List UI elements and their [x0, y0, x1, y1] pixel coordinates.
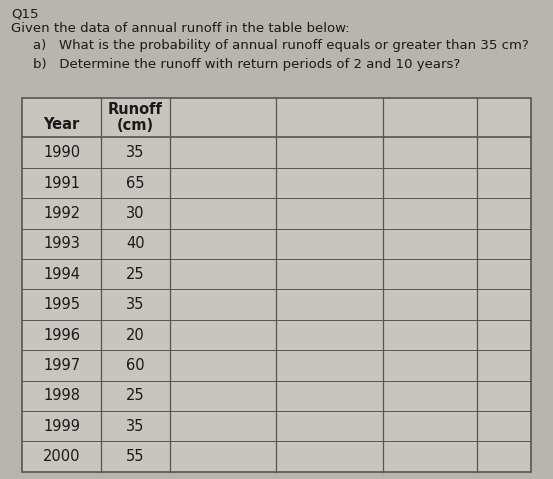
Text: (cm): (cm) [117, 118, 154, 133]
Text: 20: 20 [126, 328, 145, 342]
Text: 40: 40 [126, 236, 145, 251]
Text: b)   Determine the runoff with return periods of 2 and 10 years?: b) Determine the runoff with return peri… [33, 58, 461, 71]
Text: 1999: 1999 [43, 419, 80, 433]
Text: 35: 35 [126, 145, 144, 160]
Text: 30: 30 [126, 206, 144, 221]
Text: 1993: 1993 [43, 236, 80, 251]
Text: 60: 60 [126, 358, 145, 373]
Text: 65: 65 [126, 175, 144, 191]
Text: 1998: 1998 [43, 388, 80, 403]
Text: 1994: 1994 [43, 267, 80, 282]
Text: 1990: 1990 [43, 145, 80, 160]
Text: 1997: 1997 [43, 358, 80, 373]
Text: 1992: 1992 [43, 206, 80, 221]
Text: 25: 25 [126, 267, 145, 282]
Text: Year: Year [44, 117, 80, 132]
Text: 1991: 1991 [43, 175, 80, 191]
Text: 35: 35 [126, 297, 144, 312]
Text: a)   What is the probability of annual runoff equals or greater than 35 cm?: a) What is the probability of annual run… [33, 39, 529, 52]
Text: 1995: 1995 [43, 297, 80, 312]
Text: 35: 35 [126, 419, 144, 433]
Text: 2000: 2000 [43, 449, 80, 464]
Text: 55: 55 [126, 449, 144, 464]
Text: Given the data of annual runoff in the table below:: Given the data of annual runoff in the t… [11, 22, 349, 34]
Text: 1996: 1996 [43, 328, 80, 342]
Text: Runoff: Runoff [108, 102, 163, 117]
Text: 25: 25 [126, 388, 145, 403]
Text: Q15: Q15 [11, 7, 39, 20]
